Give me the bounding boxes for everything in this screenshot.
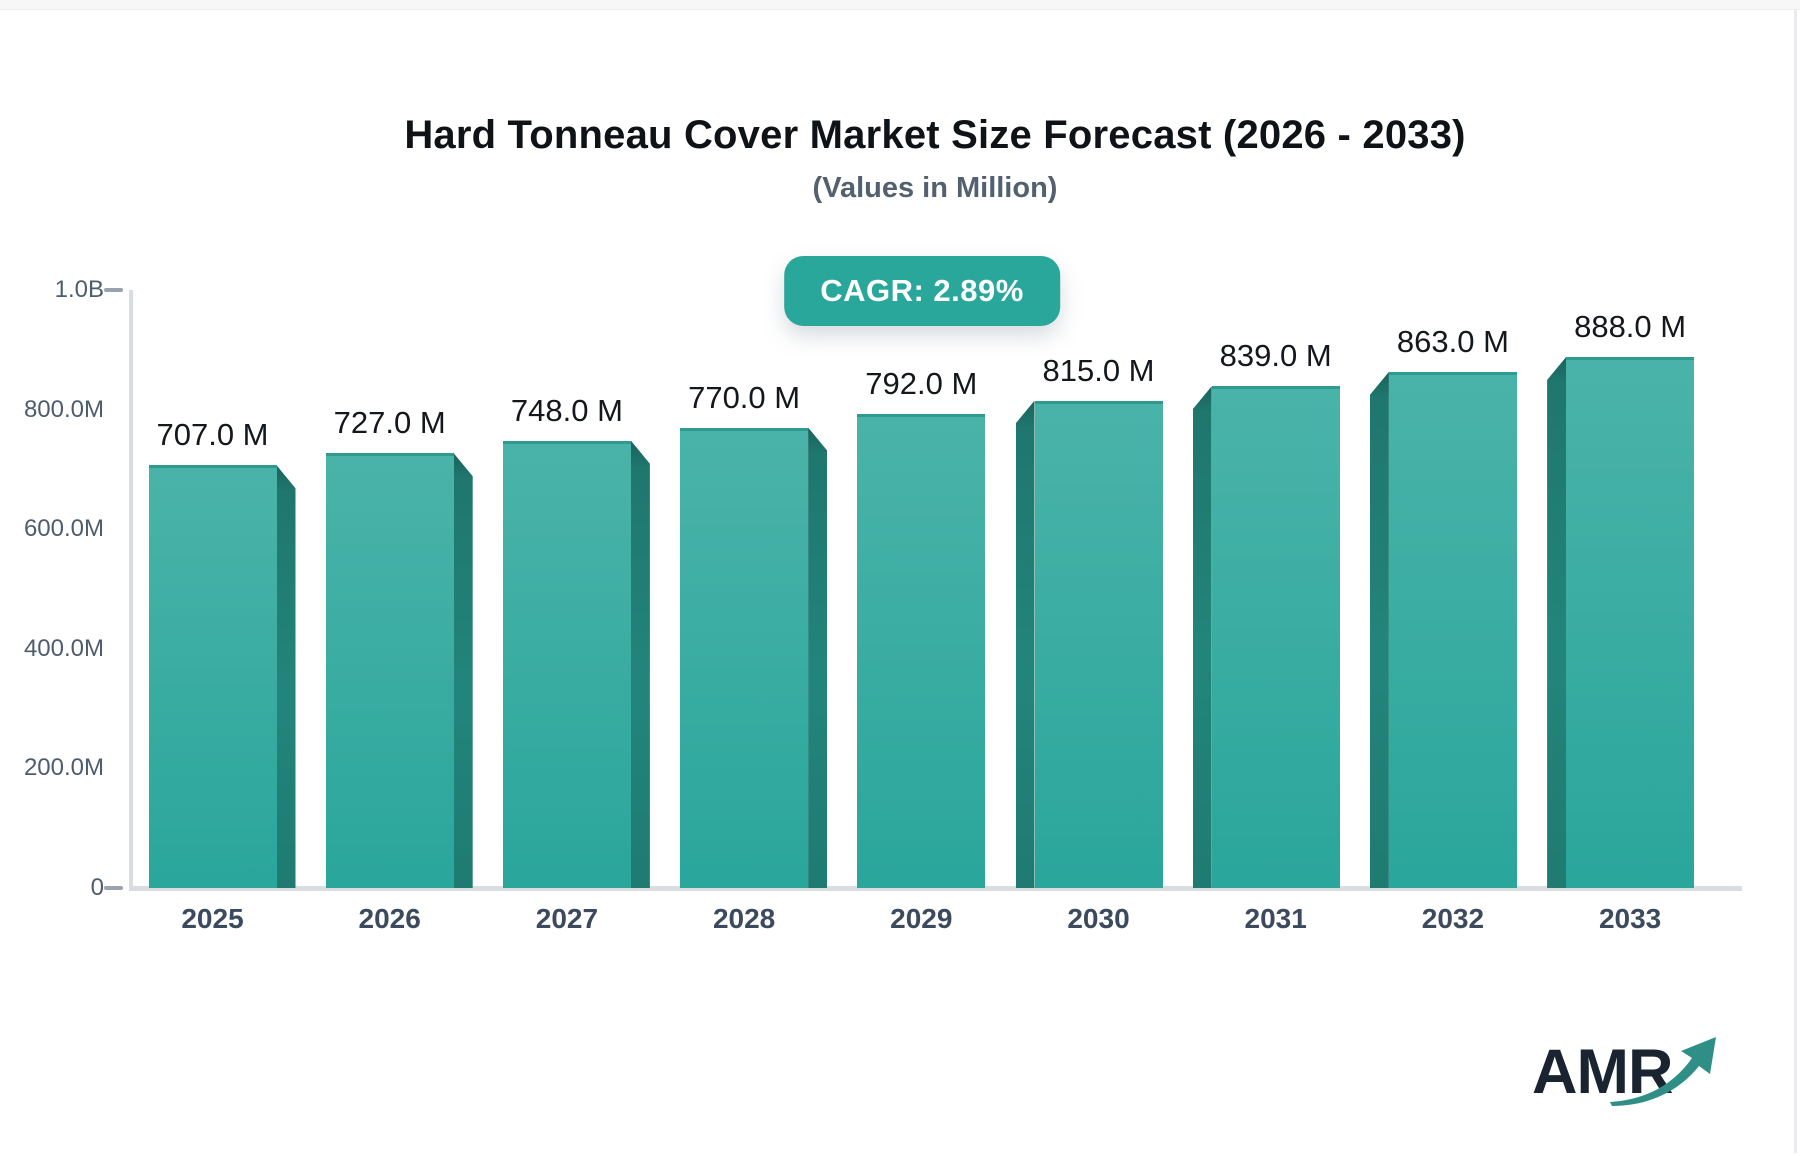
bar-value-label-2027: 748.0 M bbox=[510, 392, 623, 428]
bar-2025 bbox=[148, 465, 277, 888]
x-tick-label-2031: 2031 bbox=[1244, 903, 1307, 934]
bar-value-label-2033: 888.0 M bbox=[1574, 308, 1687, 344]
x-tick-label-2033: 2033 bbox=[1598, 903, 1662, 934]
chart-title: Hard Tonneau Cover Market Size Forecast … bbox=[404, 113, 1466, 157]
bar-value-label-2028: 770.0 M bbox=[688, 379, 801, 415]
bar-value-label-2026: 727.0 M bbox=[333, 405, 446, 441]
bar-2028 bbox=[680, 427, 809, 888]
x-tick-label-2025: 2025 bbox=[181, 903, 244, 934]
x-tick-label-2029: 2029 bbox=[890, 903, 953, 934]
bar-value-label-2025: 707.0 M bbox=[156, 417, 269, 453]
bar-side-2027 bbox=[630, 440, 650, 888]
bar-value-label-2030: 815.0 M bbox=[1042, 352, 1155, 388]
y-axis-line bbox=[129, 290, 133, 891]
bar-side-2031 bbox=[1192, 386, 1212, 888]
bar-2032 bbox=[1388, 371, 1517, 888]
bar-side-2030 bbox=[1015, 400, 1035, 888]
x-tick-label-2026: 2026 bbox=[358, 903, 421, 934]
cagr-badge: CAGR: 2.89% bbox=[784, 256, 1060, 326]
amr-logo: AMR bbox=[1532, 1036, 1732, 1126]
bar-side-2025 bbox=[276, 465, 296, 888]
bar-2029 bbox=[857, 414, 986, 888]
bar-side-2032 bbox=[1369, 371, 1389, 888]
bar-side-2028 bbox=[808, 427, 828, 888]
x-axis-line bbox=[129, 886, 1742, 891]
bar-2030 bbox=[1034, 400, 1163, 888]
x-tick-label-2030: 2030 bbox=[1067, 903, 1130, 934]
right-edge-line bbox=[1794, 9, 1797, 1153]
y-tick-label: 400.0M bbox=[23, 634, 104, 662]
x-tick-label-2032: 2032 bbox=[1421, 903, 1485, 934]
bar-side-2026 bbox=[453, 453, 473, 888]
x-tick-label-2028: 2028 bbox=[712, 903, 776, 934]
growth-arrow-icon bbox=[1610, 1037, 1716, 1106]
bar-side-2033 bbox=[1547, 356, 1567, 888]
bar-value-label-2031: 839.0 M bbox=[1219, 338, 1332, 374]
bar-value-label-2032: 863.0 M bbox=[1396, 323, 1509, 359]
bar-2027 bbox=[502, 440, 631, 888]
bar-2026 bbox=[325, 453, 454, 888]
x-tick-label-2027: 2027 bbox=[535, 903, 599, 934]
y-tick-label: 600.0M bbox=[23, 515, 104, 543]
top-strip bbox=[0, 0, 1800, 10]
y-tick-label: 800.0M bbox=[23, 395, 104, 423]
bar-2033 bbox=[1566, 356, 1695, 888]
y-tick-dash bbox=[104, 288, 123, 292]
bar-value-label-2029: 792.0 M bbox=[865, 366, 978, 402]
y-tick-label: 200.0M bbox=[23, 754, 104, 782]
y-tick-dash bbox=[104, 886, 123, 890]
y-tick-label: 0 bbox=[90, 874, 104, 901]
chart-subtitle: (Values in Million) bbox=[812, 172, 1058, 204]
y-tick-label: 1.0B bbox=[54, 276, 104, 303]
bar-2031 bbox=[1211, 386, 1340, 888]
